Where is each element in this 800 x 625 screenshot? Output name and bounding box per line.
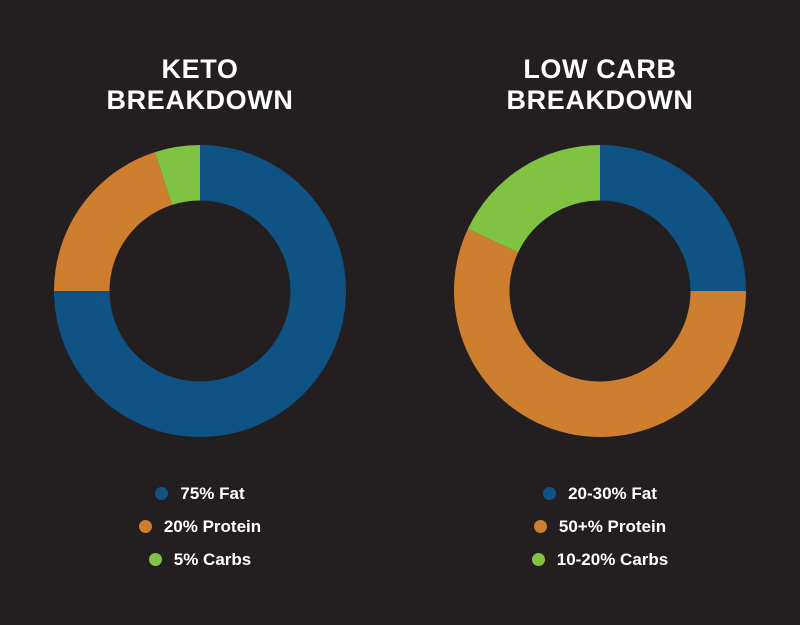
legend-item: 75% Fat xyxy=(155,477,245,510)
panel-keto: KETO BREAKDOWN 75% Fat 20% Prot xyxy=(54,54,346,576)
donut-segment-protein xyxy=(454,228,746,437)
legend-dot-icon xyxy=(155,487,169,500)
legend-item-label: 50+% Protein xyxy=(558,516,667,536)
page-title-low-carb: LOW CARB BREAKDOWN xyxy=(506,54,694,115)
donut-svg-keto xyxy=(54,145,346,437)
legend-item-label: 20% Protein xyxy=(163,516,262,536)
legend-dot-icon xyxy=(533,520,547,533)
donut-chart-low-carb xyxy=(454,145,746,437)
legend-item-label: 75% Fat xyxy=(180,483,245,503)
donut-segment-carbs xyxy=(154,145,200,205)
legend-item: 20-30% Fat xyxy=(543,477,657,510)
donut-segment-protein xyxy=(54,152,173,291)
donut-segment-carbs xyxy=(467,145,600,253)
legend-dot-icon xyxy=(138,520,152,533)
legend-dot-icon xyxy=(148,553,162,566)
legend-item-label: 10-20% Carbs xyxy=(556,549,669,569)
legend-item: 20% Protein xyxy=(138,510,262,543)
legend-item: 50+% Protein xyxy=(533,510,667,543)
donut-chart-keto xyxy=(54,145,346,437)
donut-segments-keto xyxy=(54,145,346,437)
legend-low-carb: 20-30% Fat 50+% Protein 10-20% Carbs xyxy=(531,477,669,576)
donut-segments-low-carb xyxy=(454,145,746,437)
legend-dot-icon xyxy=(543,487,557,500)
donut-segment-fat xyxy=(600,145,746,291)
legend-item: 5% Carbs xyxy=(148,543,252,576)
legend-item-label: 20-30% Fat xyxy=(568,483,657,503)
donut-segment-fat xyxy=(54,145,346,437)
legend-dot-icon xyxy=(531,553,545,566)
page-title-keto: KETO BREAKDOWN xyxy=(106,54,294,115)
legend-item-label: 5% Carbs xyxy=(173,549,252,569)
donut-svg-low-carb xyxy=(454,145,746,437)
legend-item: 10-20% Carbs xyxy=(531,543,669,576)
panel-low-carb: LOW CARB BREAKDOWN 20-30% Fat 5 xyxy=(400,0,800,625)
legend-keto: 75% Fat 20% Protein 5% Carbs xyxy=(138,477,262,576)
